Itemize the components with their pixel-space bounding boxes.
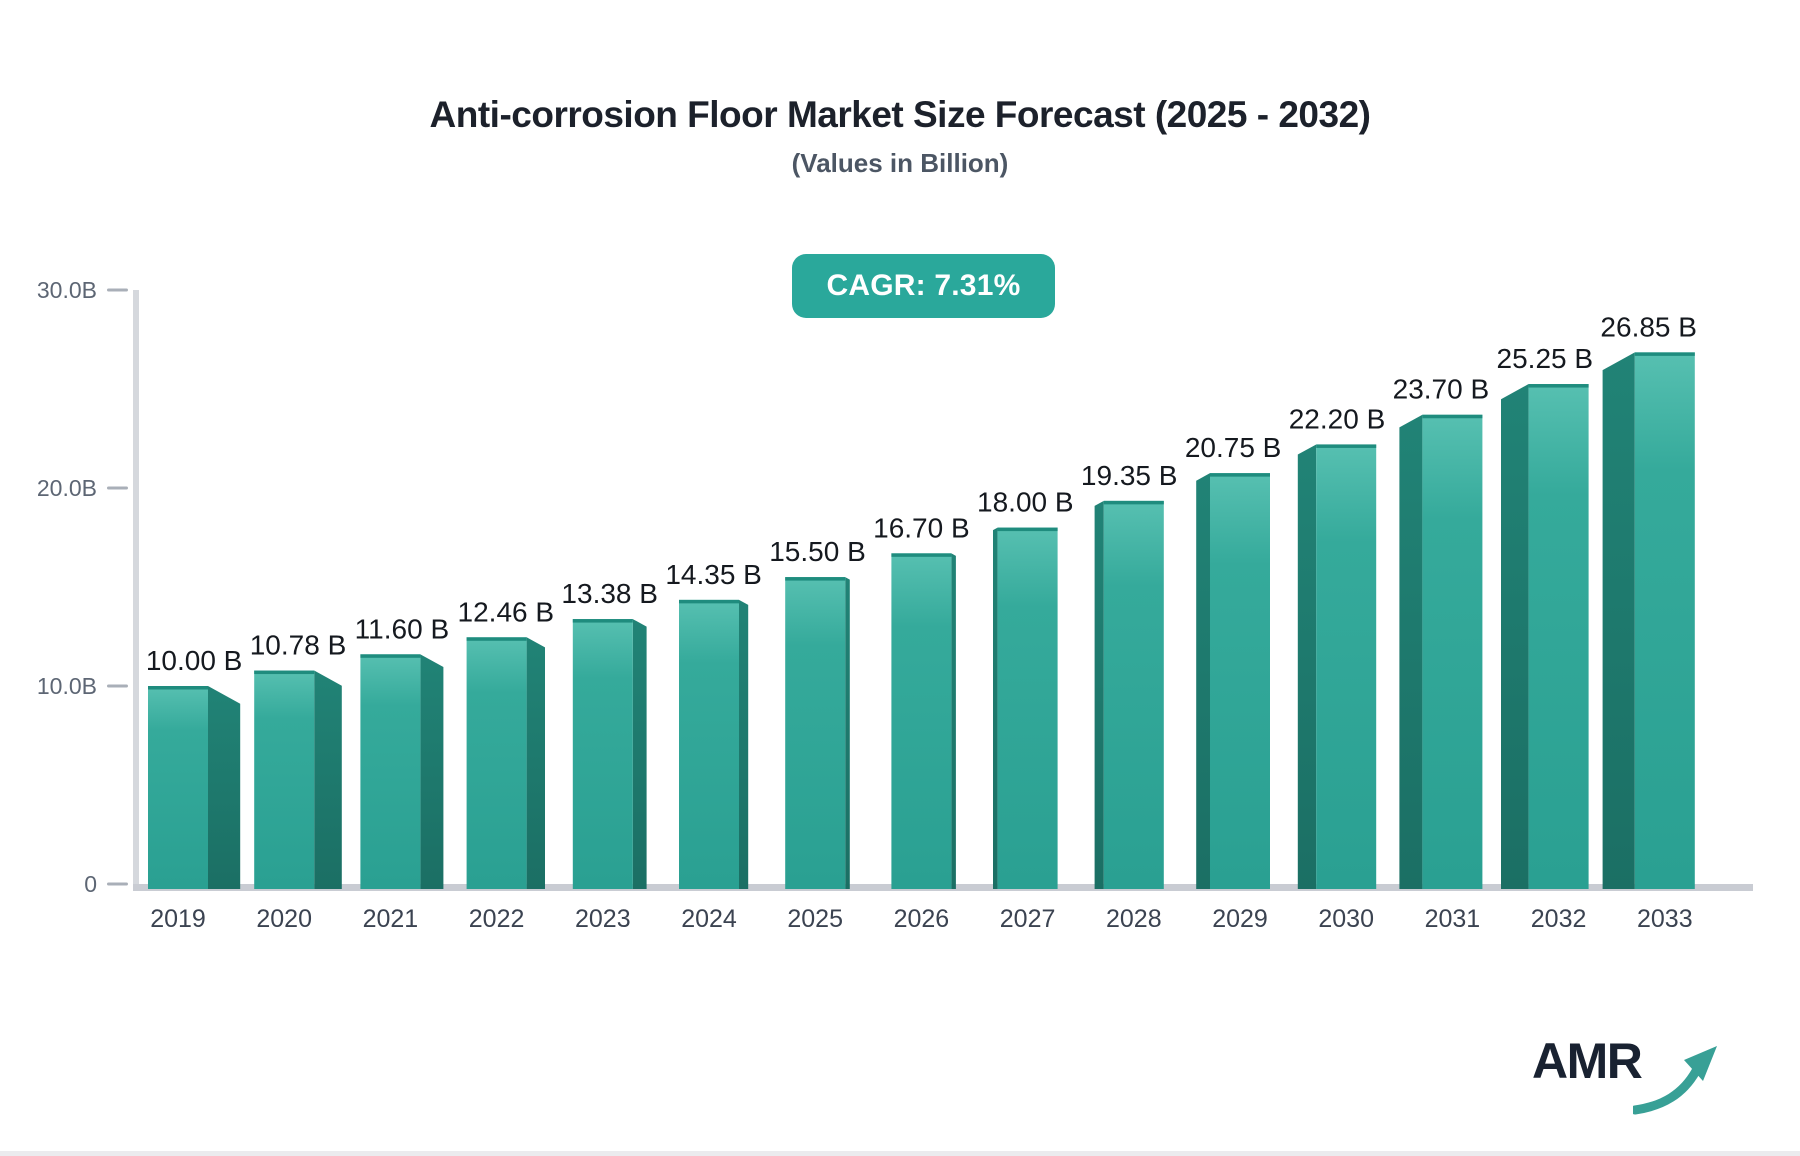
bar[interactable]: 26.85 B	[1600, 311, 1697, 889]
x-axis-label: 2029	[1212, 905, 1268, 933]
bar[interactable]: 11.60 B	[355, 613, 449, 889]
x-axis-label: 2025	[787, 905, 843, 933]
amr-logo: AMR	[1532, 1036, 1721, 1116]
bar-value-label: 20.75 B	[1185, 432, 1282, 463]
bar[interactable]: 18.00 B	[977, 487, 1074, 889]
bar-value-label: 12.46 B	[458, 596, 555, 627]
x-axis-label: 2024	[681, 905, 737, 933]
x-axis-label: 2020	[256, 905, 312, 933]
x-axis-label: 2032	[1531, 905, 1587, 933]
bar[interactable]: 16.70 B	[873, 512, 970, 889]
y-axis-tick	[107, 486, 128, 490]
bar-value-label: 10.00 B	[146, 645, 243, 676]
bar-value-label: 10.78 B	[250, 630, 347, 661]
bar[interactable]: 19.35 B	[1081, 460, 1178, 889]
y-axis-label: 30.0B	[37, 277, 97, 303]
y-axis-label: 20.0B	[37, 475, 97, 501]
page-title: Anti-corrosion Floor Market Size Forecas…	[429, 94, 1371, 135]
y-axis-line	[133, 290, 139, 888]
bar[interactable]: 10.78 B	[250, 630, 347, 889]
x-axis-label: 2023	[575, 905, 631, 933]
bar-value-label: 14.35 B	[665, 559, 762, 590]
page-bottom-divider	[0, 1151, 1800, 1156]
bar[interactable]: 25.25 B	[1497, 343, 1594, 889]
x-axis-label: 2026	[894, 905, 950, 933]
bar[interactable]: 10.00 B	[146, 645, 243, 889]
x-axis-label: 2030	[1318, 905, 1374, 933]
bar[interactable]: 23.70 B	[1393, 374, 1490, 889]
bar-value-label: 15.50 B	[769, 536, 866, 567]
bar[interactable]: 12.46 B	[458, 596, 555, 889]
bar-value-label: 22.20 B	[1289, 403, 1386, 434]
bar-value-label: 26.85 B	[1600, 311, 1697, 342]
bar-value-label: 16.70 B	[873, 512, 970, 543]
y-axis-label: 0	[84, 871, 97, 897]
bar[interactable]: 20.75 B	[1185, 432, 1282, 889]
bar-value-label: 23.70 B	[1393, 374, 1490, 405]
bar-value-label: 25.25 B	[1497, 343, 1594, 374]
y-axis-label: 10.0B	[37, 673, 97, 699]
bar-value-label: 13.38 B	[561, 578, 658, 609]
bar[interactable]: 13.38 B	[561, 578, 658, 889]
y-axis-tick	[107, 882, 128, 886]
x-axis-label: 2028	[1106, 905, 1162, 933]
bar[interactable]: 22.20 B	[1289, 403, 1386, 889]
y-axis-tick	[107, 288, 128, 292]
chart-subtitle: (Values in Billion)	[791, 148, 1009, 178]
bar-value-label: 18.00 B	[977, 487, 1074, 518]
x-axis-label: 2021	[363, 905, 419, 933]
x-axis-label: 2022	[469, 905, 525, 933]
x-axis-label: 2033	[1637, 905, 1693, 933]
x-axis-label: 2027	[1000, 905, 1056, 933]
amr-logo-text: AMR	[1532, 1033, 1643, 1089]
bar[interactable]: 15.50 B	[769, 536, 866, 889]
bar-value-label: 11.60 B	[355, 613, 449, 644]
logo-arrow-icon	[1633, 1046, 1718, 1115]
bar[interactable]: 14.35 B	[665, 559, 762, 889]
y-axis-tick	[107, 684, 128, 688]
cagr-badge: CAGR: 7.31%	[792, 254, 1055, 318]
bar-value-label: 19.35 B	[1081, 460, 1178, 491]
cagr-badge-label: CAGR: 7.31%	[826, 269, 1021, 302]
x-axis-label: 2019	[150, 905, 206, 933]
x-axis-label: 2031	[1425, 905, 1481, 933]
